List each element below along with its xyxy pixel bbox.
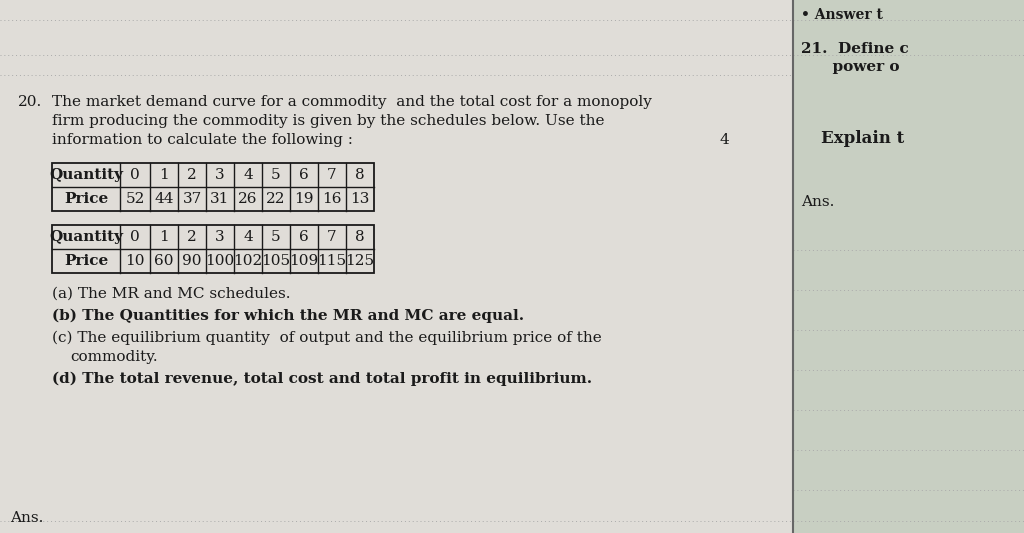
Text: 8: 8 [355,230,365,244]
Text: 125: 125 [345,254,375,268]
Text: (d) The total revenue, total cost and total profit in equilibrium.: (d) The total revenue, total cost and to… [52,372,592,386]
Bar [52,163,374,211]
Text: • Answer t: • Answer t [801,8,883,22]
Text: 6: 6 [299,230,309,244]
Text: 3: 3 [215,230,225,244]
Text: 3: 3 [215,168,225,182]
Text: 2: 2 [187,230,197,244]
Text: Price: Price [63,254,109,268]
Text: 0: 0 [130,168,140,182]
Text: 26: 26 [239,192,258,206]
Text: Ans.: Ans. [801,195,835,209]
Text: 5: 5 [271,230,281,244]
Bar [793,0,1024,533]
Text: 31: 31 [210,192,229,206]
Text: information to calculate the following :: information to calculate the following : [52,133,353,147]
Bar [0,0,793,533]
Text: 60: 60 [155,254,174,268]
Text: (c) The equilibrium quantity  of output and the equilibrium price of the: (c) The equilibrium quantity of output a… [52,331,602,345]
Text: 19: 19 [294,192,313,206]
Text: 4: 4 [243,230,253,244]
Text: 1: 1 [159,168,169,182]
Text: 8: 8 [355,168,365,182]
Text: 44: 44 [155,192,174,206]
Text: 0: 0 [130,230,140,244]
Text: The market demand curve for a commodity  and the total cost for a monopoly: The market demand curve for a commodity … [52,95,652,109]
Text: 13: 13 [350,192,370,206]
Text: 22: 22 [266,192,286,206]
Text: (b) The Quantities for which the MR and MC are equal.: (b) The Quantities for which the MR and … [52,309,524,324]
Text: 90: 90 [182,254,202,268]
Text: 21.  Define c: 21. Define c [801,42,908,56]
Text: 20.: 20. [18,95,42,109]
Text: firm producing the commodity is given by the schedules below. Use the: firm producing the commodity is given by… [52,114,604,128]
Text: (a) The MR and MC schedules.: (a) The MR and MC schedules. [52,287,291,301]
Text: commodity.: commodity. [70,350,158,364]
Text: 4: 4 [720,133,730,147]
Text: Explain t: Explain t [821,130,904,147]
Text: 52: 52 [125,192,144,206]
Text: 37: 37 [182,192,202,206]
Text: 16: 16 [323,192,342,206]
Text: 115: 115 [317,254,346,268]
Text: 7: 7 [328,168,337,182]
Text: 102: 102 [233,254,262,268]
Text: 5: 5 [271,168,281,182]
Text: 100: 100 [206,254,234,268]
Text: 10: 10 [125,254,144,268]
Text: Quantity: Quantity [49,230,123,244]
Bar [52,225,374,273]
Text: 4: 4 [243,168,253,182]
Text: 7: 7 [328,230,337,244]
Text: 109: 109 [290,254,318,268]
Text: 2: 2 [187,168,197,182]
Text: 105: 105 [261,254,291,268]
Text: Price: Price [63,192,109,206]
Text: Quantity: Quantity [49,168,123,182]
Text: 1: 1 [159,230,169,244]
Text: power o: power o [801,60,899,74]
Text: 6: 6 [299,168,309,182]
Text: Ans.: Ans. [10,511,43,525]
